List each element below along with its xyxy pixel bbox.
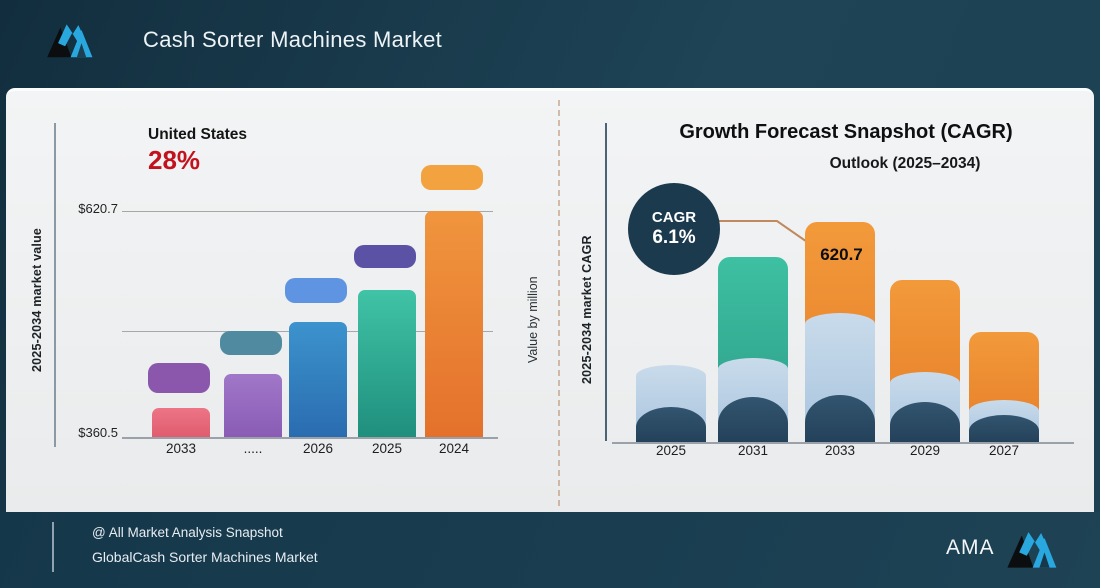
right-bar-2033-base (805, 395, 875, 442)
right-chart-ylabel: 2025-2034 market CAGR (580, 235, 594, 385)
left-bar-2024 (425, 211, 483, 437)
left-bar-2025 (358, 289, 416, 437)
panel-divider (558, 100, 560, 506)
left-xtick-2024: 2024 (438, 441, 470, 456)
left-bar-cap-2024 (421, 164, 483, 190)
left-bar-2026 (289, 321, 347, 437)
right-chart-subtitle: Outlook (2025–2034) (829, 155, 981, 172)
ama-logo-footer-icon (1004, 526, 1058, 572)
right-xtick-2027: 2027 (988, 443, 1020, 458)
right-chart-yaxis (605, 123, 607, 441)
right-bar-2029-base (890, 402, 960, 442)
cagr-callout-value: 6.1% (652, 226, 696, 248)
left-bar-..... (224, 374, 282, 437)
left-bar-cap-..... (220, 331, 282, 355)
left-bar-cap-2033 (148, 362, 210, 394)
peak-value-label: 620.7 (820, 245, 863, 264)
ama-logo-icon (44, 18, 94, 62)
left-bar-cap-2025 (354, 244, 416, 269)
right-xtick-2029: 2029 (909, 443, 941, 458)
right-chart-xaxis (612, 442, 1074, 444)
left-xtick-2033: 2033 (165, 441, 197, 456)
right-bar-2031-base (718, 397, 788, 442)
right-chart-title: Growth Forecast Snapshot (CAGR) (679, 121, 1013, 143)
footer-bar (0, 512, 1100, 588)
footer-divider-line (52, 522, 54, 572)
left-xtick-2026: 2026 (302, 441, 334, 456)
left-bar-cap-2026 (285, 278, 347, 303)
footer-brand-text: AMA (946, 536, 995, 559)
left-bar-2033 (152, 407, 210, 437)
cagr-callout-badge: CAGR 6.1% (628, 183, 720, 275)
left-chart-ylabel: 2025-2034 market value (30, 227, 44, 373)
footer-credit: @ All Market Analysis Snapshot (92, 525, 283, 540)
left-chart-xaxis (122, 437, 498, 439)
left-chart-ytick-bottom: $360.5 (78, 425, 118, 440)
right-xtick-2025: 2025 (655, 443, 687, 458)
page-title: Cash Sorter Machines Market (143, 27, 443, 52)
cagr-callout-label: CAGR (651, 209, 697, 227)
footer-source: GlobalCash Sorter Machines Market (92, 549, 318, 565)
left-chart-yaxis (54, 123, 56, 447)
right-xtick-2031: 2031 (737, 443, 769, 458)
left-chart-ytick-top: $620.7 (78, 201, 118, 216)
right-xtick-2033: 2033 (824, 443, 856, 458)
right-bar-2025-base (636, 407, 706, 442)
left-chart-region-growth: 28% (148, 145, 201, 175)
left-chart-ylabel-secondary: Value by million (526, 276, 540, 364)
left-xtick-.....: ..... (243, 441, 263, 456)
left-chart-gridline-0 (122, 211, 493, 212)
left-xtick-2025: 2025 (371, 441, 403, 456)
left-chart-region-label: United States (148, 126, 248, 143)
right-bar-2027-base (969, 415, 1039, 442)
